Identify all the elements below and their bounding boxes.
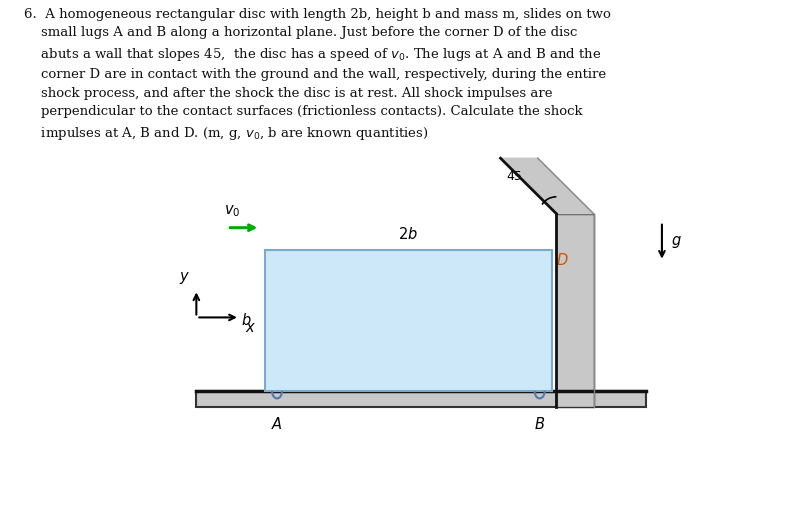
Text: $y$: $y$ xyxy=(179,269,190,285)
Bar xyxy=(557,214,594,407)
Text: $m$: $m$ xyxy=(400,320,417,337)
Text: $D$: $D$ xyxy=(556,252,569,268)
Bar xyxy=(196,391,646,407)
Text: $g$: $g$ xyxy=(670,234,682,250)
Bar xyxy=(264,250,552,391)
Text: $A$: $A$ xyxy=(272,416,283,432)
Text: $b$: $b$ xyxy=(241,312,252,328)
Text: $v_0$: $v_0$ xyxy=(224,203,240,219)
Polygon shape xyxy=(501,158,594,214)
Text: 6.  A homogeneous rectangular disc with length 2b, height b and mass m, slides o: 6. A homogeneous rectangular disc with l… xyxy=(24,8,611,142)
Text: $2b$: $2b$ xyxy=(398,226,418,242)
Text: $B$: $B$ xyxy=(534,416,545,432)
Text: $x$: $x$ xyxy=(245,321,256,335)
Text: 45: 45 xyxy=(506,169,522,182)
